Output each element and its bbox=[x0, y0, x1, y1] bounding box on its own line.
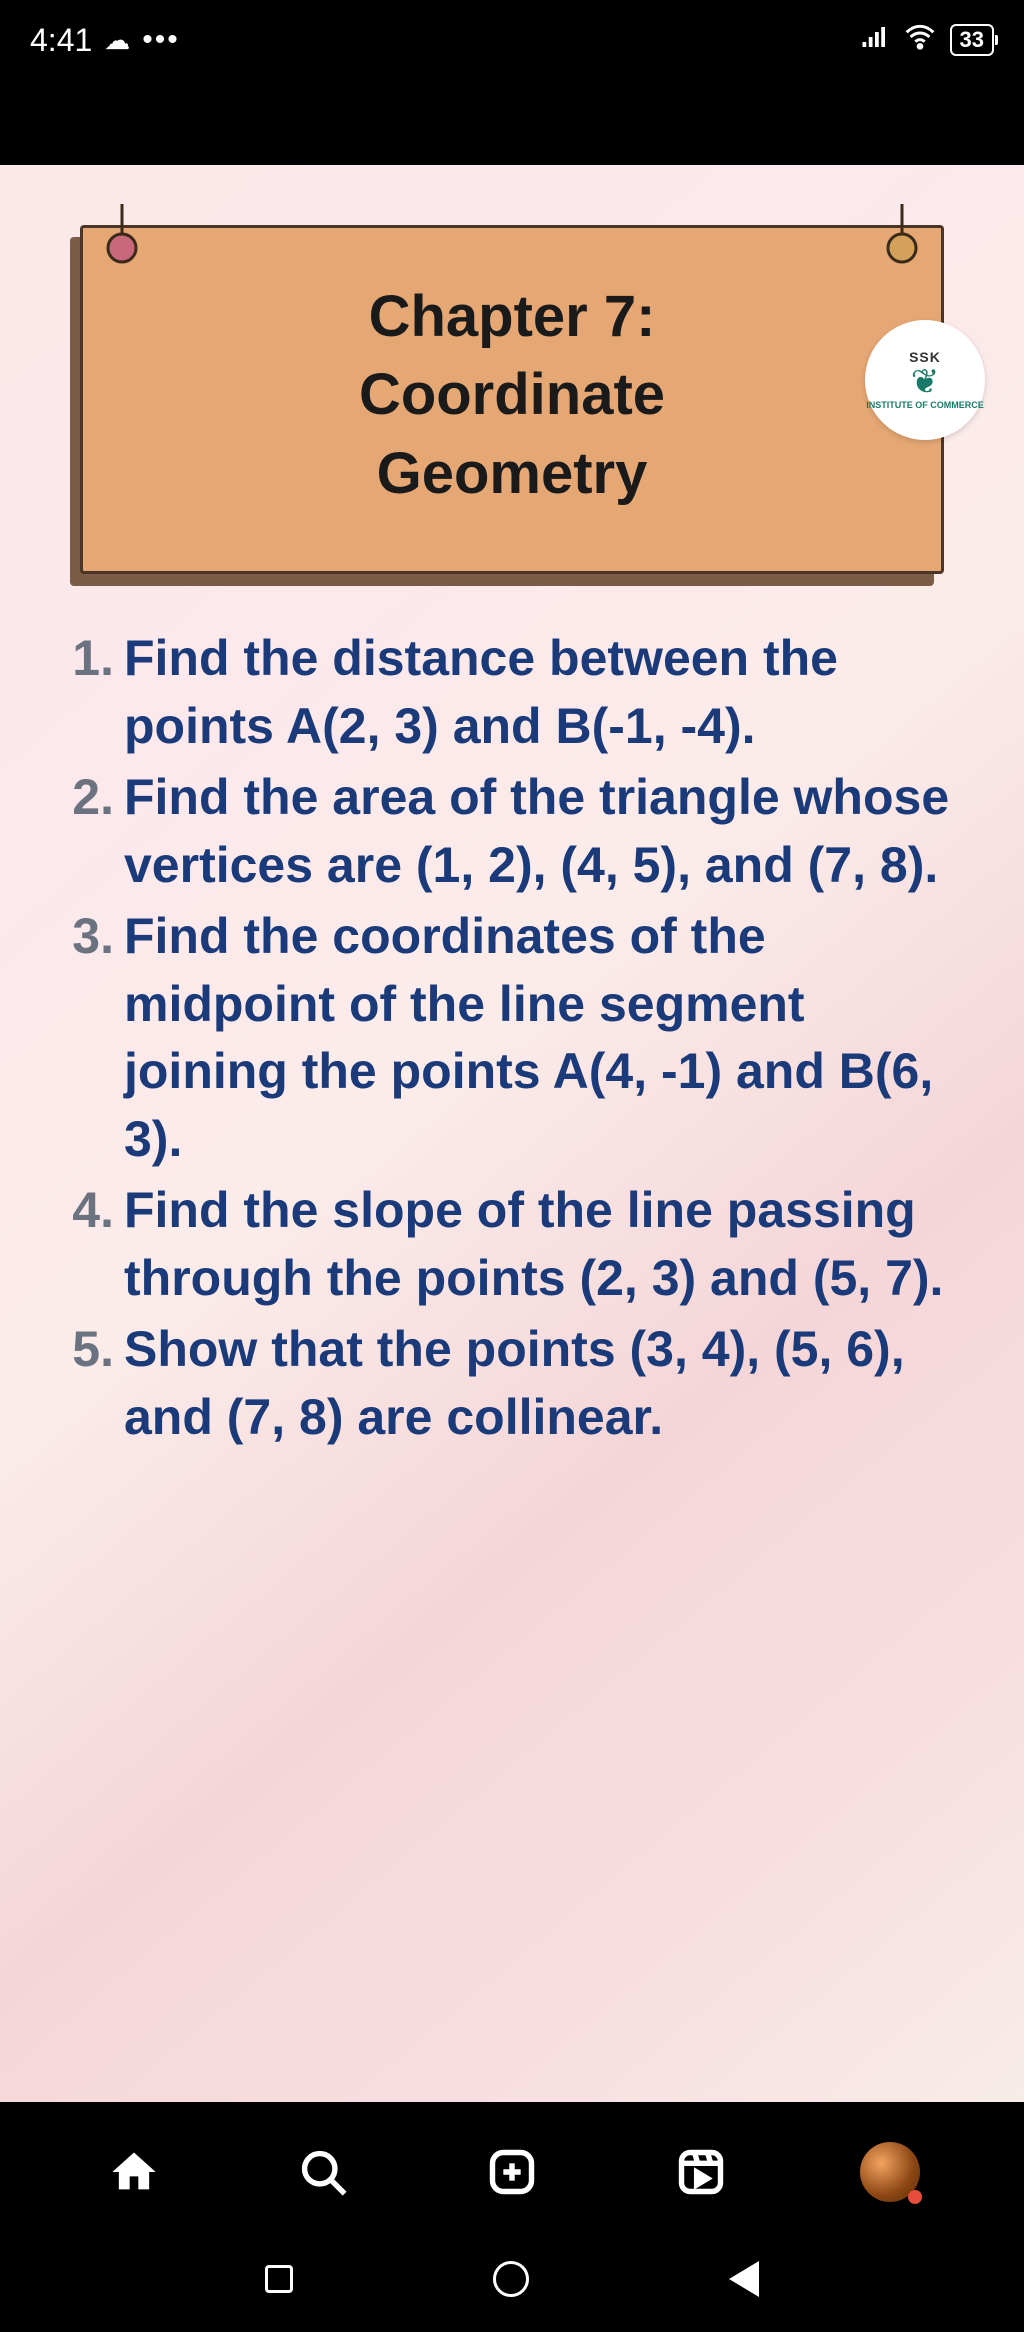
title-line2: Coordinate bbox=[359, 362, 665, 427]
status-bar: 4:41 ☁ ••• 33 bbox=[0, 0, 1024, 80]
question-text: Find the area of the triangle whose vert… bbox=[124, 764, 964, 899]
title-line1: Chapter 7: bbox=[369, 284, 656, 349]
question-item: 1.Find the distance between the points A… bbox=[60, 625, 964, 760]
question-number: 1. bbox=[60, 625, 124, 760]
question-item: 3.Find the coordinates of the midpoint o… bbox=[60, 903, 964, 1173]
title-line3: Geometry bbox=[377, 441, 648, 506]
add-button[interactable] bbox=[480, 2140, 544, 2204]
recent-apps-button[interactable] bbox=[265, 2265, 293, 2293]
pin-right-icon bbox=[885, 204, 919, 264]
question-text: Find the distance between the points A(2… bbox=[124, 625, 964, 760]
questions-list: 1.Find the distance between the points A… bbox=[60, 625, 964, 1455]
reels-button[interactable] bbox=[669, 2140, 733, 2204]
status-right: 33 bbox=[860, 21, 994, 60]
logo-sub: INSTITUTE OF COMMERCE bbox=[866, 401, 984, 411]
title-card: Chapter 7: Coordinate Geometry SSK ❦ INS… bbox=[80, 225, 944, 574]
phone-screen: 4:41 ☁ ••• 33 bbox=[0, 0, 1024, 2332]
question-item: 2.Find the area of the triangle whose ve… bbox=[60, 764, 964, 899]
content-area: Chapter 7: Coordinate Geometry SSK ❦ INS… bbox=[0, 165, 1024, 2102]
question-number: 5. bbox=[60, 1316, 124, 1451]
book-icon: ❦ bbox=[911, 365, 940, 399]
system-nav bbox=[0, 2244, 1024, 2314]
pin-left-icon bbox=[105, 204, 139, 264]
back-button[interactable] bbox=[729, 2261, 759, 2297]
question-number: 2. bbox=[60, 764, 124, 899]
question-item: 5.Show that the points (3, 4), (5, 6), a… bbox=[60, 1316, 964, 1451]
signal-icon bbox=[860, 22, 890, 59]
cloud-icon: ☁ bbox=[104, 25, 130, 56]
search-button[interactable] bbox=[291, 2140, 355, 2204]
status-left: 4:41 ☁ ••• bbox=[30, 22, 180, 59]
question-number: 4. bbox=[60, 1177, 124, 1312]
bottom-nav bbox=[0, 2122, 1024, 2222]
profile-button[interactable] bbox=[858, 2140, 922, 2204]
wifi-icon bbox=[904, 21, 936, 60]
battery-icon: 33 bbox=[950, 24, 994, 56]
home-system-button[interactable] bbox=[493, 2261, 529, 2297]
question-text: Show that the points (3, 4), (5, 6), and… bbox=[124, 1316, 964, 1451]
question-item: 4.Find the slope of the line passing thr… bbox=[60, 1177, 964, 1312]
more-icon: ••• bbox=[142, 23, 180, 57]
title-card-inner: Chapter 7: Coordinate Geometry SSK ❦ INS… bbox=[80, 225, 944, 574]
question-text: Find the slope of the line passing throu… bbox=[124, 1177, 964, 1312]
home-button[interactable] bbox=[102, 2140, 166, 2204]
clock: 4:41 bbox=[30, 22, 92, 59]
battery-level: 33 bbox=[960, 27, 984, 52]
question-number: 3. bbox=[60, 903, 124, 1173]
question-text: Find the coordinates of the midpoint of … bbox=[124, 903, 964, 1173]
logo-badge: SSK ❦ INSTITUTE OF COMMERCE bbox=[865, 320, 985, 440]
avatar-icon bbox=[860, 2142, 920, 2202]
chapter-title: Chapter 7: Coordinate Geometry bbox=[123, 278, 901, 513]
